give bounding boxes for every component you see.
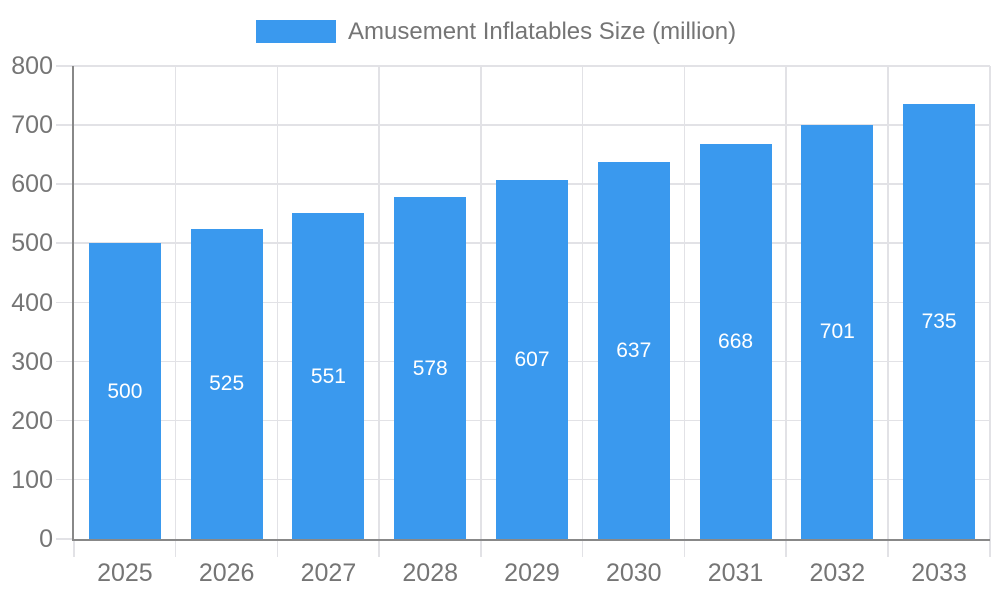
bar[interactable]: 551: [292, 213, 365, 539]
y-axis-tick: [56, 360, 74, 363]
x-axis-label: 2025: [97, 559, 153, 587]
bar[interactable]: 607: [496, 180, 568, 539]
h-gridline: [74, 124, 990, 126]
y-axis-label: 500: [11, 229, 53, 258]
bar-value-label: 607: [514, 348, 550, 372]
x-axis-label: 2032: [809, 559, 866, 587]
h-gridline: [74, 65, 990, 67]
x-axis-label: 2027: [300, 559, 357, 587]
legend-label: Amusement Inflatables Size (million): [348, 17, 737, 45]
x-axis-label: 2033: [911, 559, 967, 587]
v-gridline: [989, 66, 991, 539]
bar-value-label: 735: [921, 310, 957, 334]
bar-value-label: 551: [310, 364, 346, 388]
y-axis-label: 200: [11, 406, 53, 435]
y-axis-tick: [56, 478, 74, 481]
v-gridline: [581, 66, 584, 539]
bar[interactable]: 578: [394, 197, 467, 539]
bar-value-label: 668: [718, 330, 754, 353]
y-axis-label: 300: [11, 347, 53, 376]
y-axis-tick: [56, 65, 74, 67]
x-axis-tick: [683, 539, 686, 557]
bar-value-label: 637: [616, 339, 652, 363]
v-gridline: [174, 66, 177, 539]
y-axis-tick: [56, 301, 74, 303]
y-axis-tick: [56, 419, 74, 422]
v-gridline: [785, 66, 787, 539]
bar[interactable]: 668: [699, 144, 772, 539]
y-axis-tick: [56, 242, 74, 244]
x-axis-label: 2030: [605, 559, 662, 587]
bar[interactable]: 735: [903, 104, 976, 539]
y-axis-line: [72, 66, 74, 541]
x-axis-label: 2029: [504, 559, 560, 587]
bar-value-label: 500: [107, 379, 143, 403]
x-axis-tick: [378, 539, 380, 557]
y-axis-tick: [56, 538, 74, 540]
bar[interactable]: 525: [190, 228, 263, 539]
x-axis-tick: [989, 539, 991, 557]
legend-item[interactable]: Amusement Inflatables Size (million): [256, 18, 736, 45]
x-axis-line: [72, 539, 990, 541]
bar[interactable]: 701: [801, 124, 874, 539]
x-axis-tick: [276, 539, 279, 557]
y-axis-label: 700: [11, 111, 53, 140]
x-axis-tick: [581, 539, 584, 557]
y-axis-label: 800: [11, 52, 53, 80]
x-axis-tick: [887, 539, 889, 557]
y-axis-tick: [56, 124, 74, 126]
x-axis-label: 2031: [707, 559, 764, 587]
legend-swatch: [256, 20, 336, 43]
x-axis-label: 2028: [402, 559, 459, 587]
bar-value-label: 701: [819, 320, 855, 344]
y-axis-label: 0: [39, 525, 53, 553]
v-gridline: [378, 66, 380, 539]
y-axis-tick: [56, 183, 74, 185]
x-axis-tick: [174, 539, 177, 557]
v-gridline: [683, 66, 686, 539]
bar-value-label: 578: [412, 356, 448, 380]
y-axis-label: 100: [11, 465, 53, 494]
x-axis-label: 2026: [198, 559, 255, 587]
bar[interactable]: 637: [597, 162, 670, 539]
v-gridline: [887, 66, 889, 539]
y-axis-label: 400: [11, 288, 53, 317]
v-gridline: [276, 66, 279, 539]
y-axis-label: 600: [11, 170, 53, 199]
x-axis-tick: [785, 539, 787, 557]
x-axis-tick: [480, 539, 482, 557]
bar[interactable]: 500: [88, 243, 161, 539]
v-gridline: [480, 66, 482, 539]
bar-value-label: 525: [209, 372, 245, 396]
x-axis-tick: [73, 539, 75, 557]
